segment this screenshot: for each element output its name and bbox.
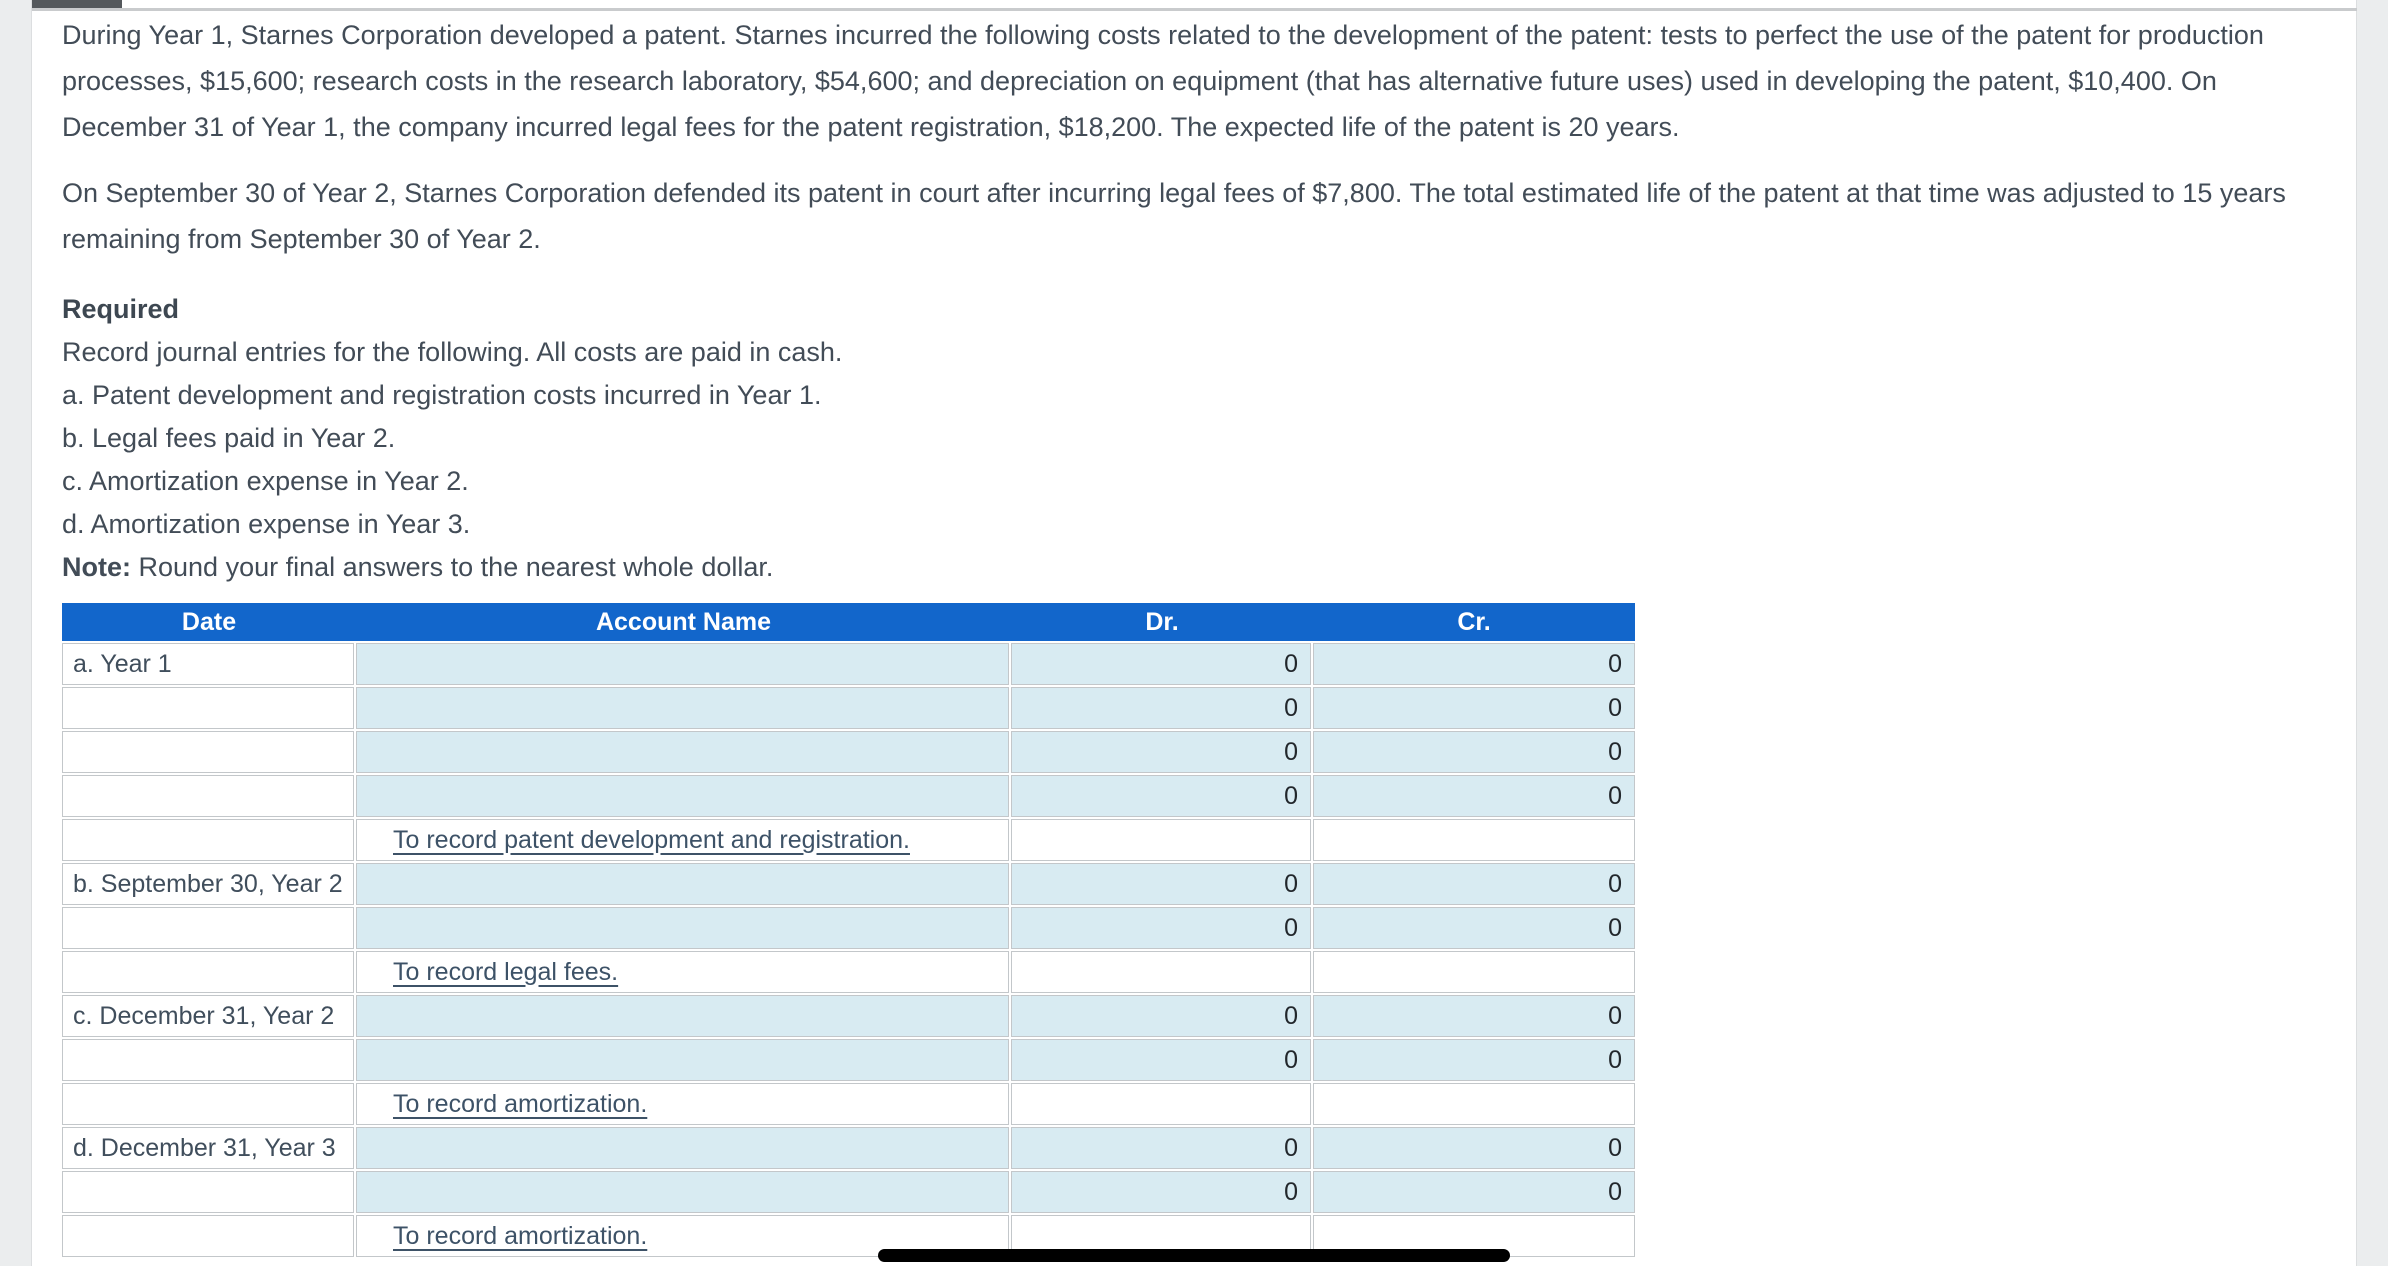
credit-input-cell[interactable]: 0 bbox=[1313, 643, 1635, 685]
memo-cell: To record patent development and registr… bbox=[356, 819, 1009, 861]
debit-input-cell[interactable]: 0 bbox=[1011, 775, 1311, 817]
account-name-input-cell[interactable] bbox=[356, 995, 1009, 1037]
date-cell bbox=[62, 1171, 354, 1213]
column-header-dr: Dr. bbox=[1145, 607, 1179, 636]
account-name-input-cell[interactable] bbox=[356, 775, 1009, 817]
account-name-input-cell[interactable] bbox=[356, 643, 1009, 685]
required-item-d: d. Amortization expense in Year 3. bbox=[62, 509, 471, 539]
debit-input-cell[interactable]: 0 bbox=[1011, 731, 1311, 773]
date-cell bbox=[62, 951, 354, 993]
required-item-c: c. Amortization expense in Year 2. bbox=[62, 466, 469, 496]
credit-input-cell[interactable]: 0 bbox=[1313, 687, 1635, 729]
debit-input-cell[interactable]: 0 bbox=[1011, 907, 1311, 949]
date-cell: d. December 31, Year 3 bbox=[62, 1127, 354, 1169]
debit-input-cell[interactable]: 0 bbox=[1011, 1171, 1311, 1213]
debit-input-cell[interactable]: 0 bbox=[1011, 687, 1311, 729]
credit-input-cell[interactable]: 0 bbox=[1313, 995, 1635, 1037]
debit-input-cell bbox=[1011, 819, 1311, 861]
problem-paragraph-2: On September 30 of Year 2, Starnes Corpo… bbox=[62, 178, 2286, 254]
account-name-input-cell[interactable] bbox=[356, 907, 1009, 949]
redaction-bar bbox=[878, 1249, 1510, 1262]
date-cell bbox=[62, 1039, 354, 1081]
date-cell bbox=[62, 1083, 354, 1125]
date-cell bbox=[62, 731, 354, 773]
credit-input-cell[interactable]: 0 bbox=[1313, 1127, 1635, 1169]
note-text: Round your final answers to the nearest … bbox=[131, 552, 774, 582]
debit-input-cell bbox=[1011, 951, 1311, 993]
note-label: Note: bbox=[62, 552, 131, 582]
account-name-input-cell[interactable] bbox=[356, 687, 1009, 729]
problem-paragraph-1: During Year 1, Starnes Corporation devel… bbox=[62, 20, 2264, 142]
date-cell bbox=[62, 819, 354, 861]
credit-input-cell[interactable]: 0 bbox=[1313, 731, 1635, 773]
problem-statement: During Year 1, Starnes Corporation devel… bbox=[62, 12, 2332, 589]
top-scrollbar-thumb[interactable] bbox=[32, 0, 122, 11]
debit-input-cell[interactable]: 0 bbox=[1011, 643, 1311, 685]
account-name-input-cell[interactable] bbox=[356, 731, 1009, 773]
debit-input-cell[interactable]: 0 bbox=[1011, 1039, 1311, 1081]
memo-cell: To record legal fees. bbox=[356, 951, 1009, 993]
column-header-date: Date bbox=[181, 607, 237, 636]
account-name-input-cell[interactable] bbox=[356, 863, 1009, 905]
account-name-input-cell[interactable] bbox=[356, 1171, 1009, 1213]
required-item-a: a. Patent development and registration c… bbox=[62, 380, 822, 410]
left-gutter bbox=[0, 0, 32, 1266]
memo-cell: To record amortization. bbox=[356, 1083, 1009, 1125]
note-line: Note: Round your final answers to the ne… bbox=[62, 546, 2332, 589]
account-name-input-cell[interactable] bbox=[356, 1039, 1009, 1081]
debit-input-cell[interactable]: 0 bbox=[1011, 1127, 1311, 1169]
column-header-cr: Cr. bbox=[1457, 607, 1491, 636]
credit-input-cell[interactable]: 0 bbox=[1313, 907, 1635, 949]
date-cell: a. Year 1 bbox=[62, 643, 354, 685]
date-cell bbox=[62, 907, 354, 949]
journal-table-header: Date Account Name Dr. Cr. bbox=[62, 603, 1635, 641]
required-intro: Record journal entries for the following… bbox=[62, 337, 843, 367]
date-cell: b. September 30, Year 2 bbox=[62, 863, 354, 905]
debit-input-cell bbox=[1011, 1083, 1311, 1125]
date-cell bbox=[62, 1215, 354, 1257]
date-cell: c. December 31, Year 2 bbox=[62, 995, 354, 1037]
credit-input-cell[interactable]: 0 bbox=[1313, 863, 1635, 905]
required-heading: Required bbox=[62, 294, 180, 324]
date-cell bbox=[62, 687, 354, 729]
top-divider bbox=[32, 8, 2357, 11]
debit-input-cell[interactable]: 0 bbox=[1011, 995, 1311, 1037]
column-header-account-name: Account Name bbox=[595, 607, 772, 636]
date-cell bbox=[62, 775, 354, 817]
credit-input-cell[interactable]: 0 bbox=[1313, 1171, 1635, 1213]
credit-input-cell bbox=[1313, 1083, 1635, 1125]
credit-input-cell[interactable]: 0 bbox=[1313, 1039, 1635, 1081]
credit-input-cell[interactable]: 0 bbox=[1313, 775, 1635, 817]
journal-table-body: a. Year 1 0 0 0 0 0 0 0 0 To record patent develo… bbox=[62, 643, 1635, 1257]
credit-input-cell bbox=[1313, 951, 1635, 993]
right-gutter bbox=[2356, 0, 2388, 1266]
account-name-input-cell[interactable] bbox=[356, 1127, 1009, 1169]
credit-input-cell bbox=[1313, 819, 1635, 861]
debit-input-cell[interactable]: 0 bbox=[1011, 863, 1311, 905]
required-item-b: b. Legal fees paid in Year 2. bbox=[62, 423, 396, 453]
